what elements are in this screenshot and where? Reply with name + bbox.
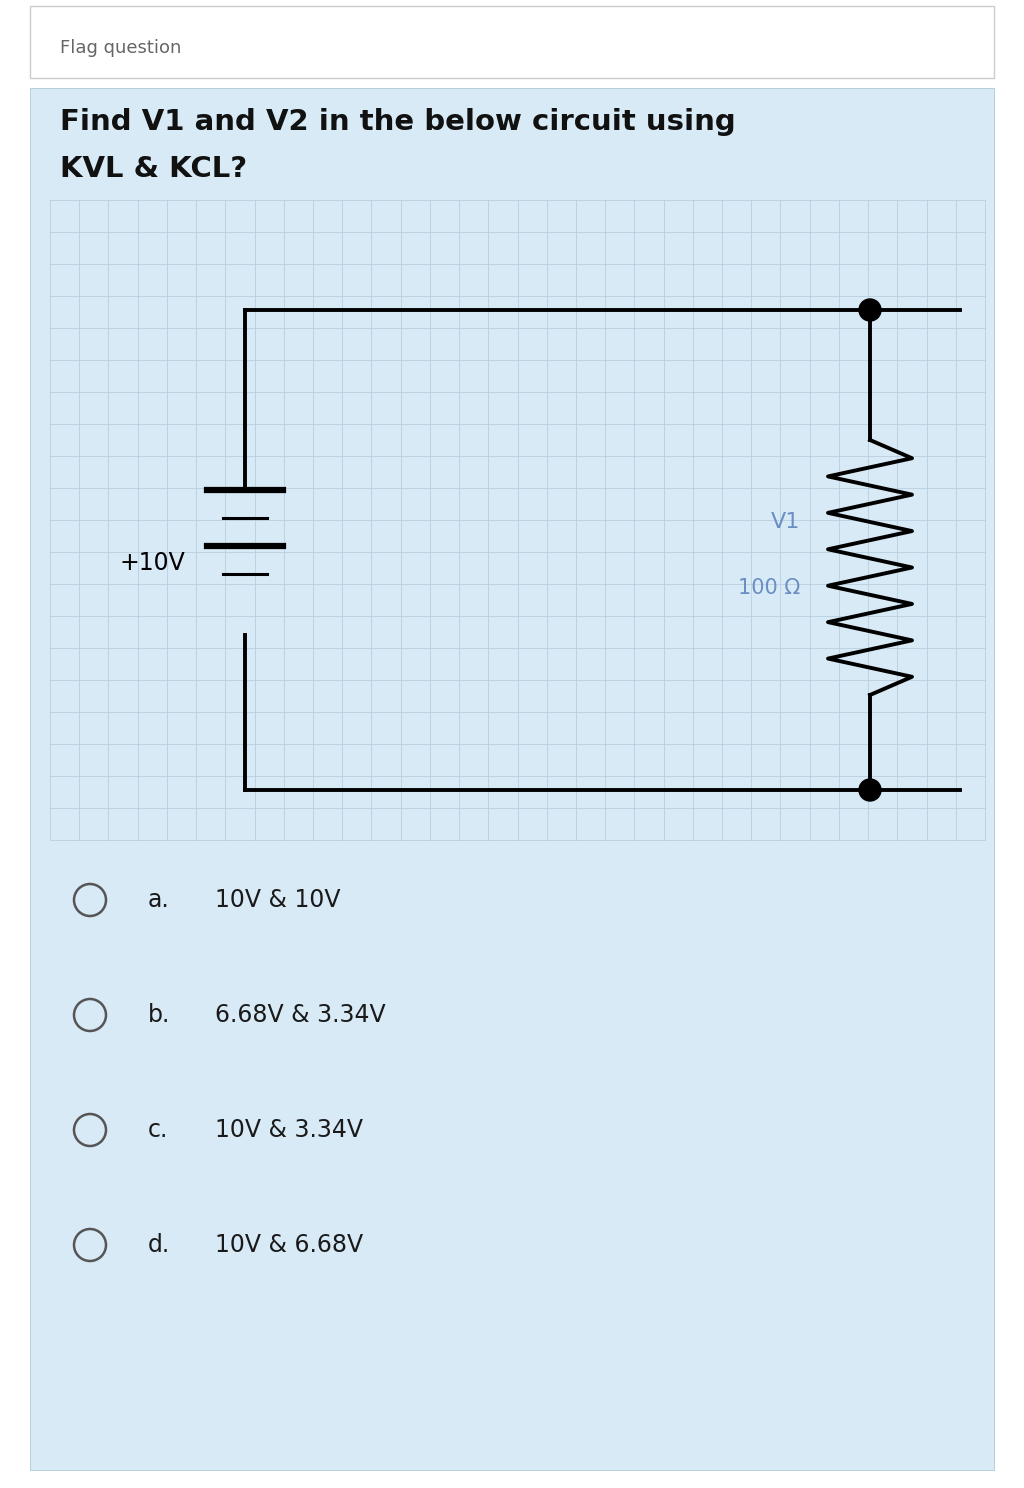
Text: 6.68V & 3.34V: 6.68V & 3.34V [215, 1003, 386, 1027]
Text: V1: V1 [771, 512, 800, 533]
FancyBboxPatch shape [30, 88, 994, 1470]
Text: 10V & 3.34V: 10V & 3.34V [215, 1117, 362, 1141]
Text: 10V & 10V: 10V & 10V [215, 888, 341, 912]
FancyBboxPatch shape [30, 6, 994, 77]
Text: c.: c. [148, 1117, 168, 1141]
Text: KVL & KCL?: KVL & KCL? [60, 155, 247, 183]
Circle shape [859, 780, 881, 801]
Text: a.: a. [148, 888, 170, 912]
Text: 10V & 6.68V: 10V & 6.68V [215, 1234, 364, 1257]
Text: Find V1 and V2 in the below circuit using: Find V1 and V2 in the below circuit usin… [60, 109, 736, 135]
Text: 100 Ω: 100 Ω [737, 577, 800, 598]
Text: d.: d. [148, 1234, 170, 1257]
Text: +10V: +10V [119, 551, 185, 574]
Circle shape [859, 299, 881, 321]
Text: b.: b. [148, 1003, 170, 1027]
Text: Flag question: Flag question [60, 39, 181, 57]
